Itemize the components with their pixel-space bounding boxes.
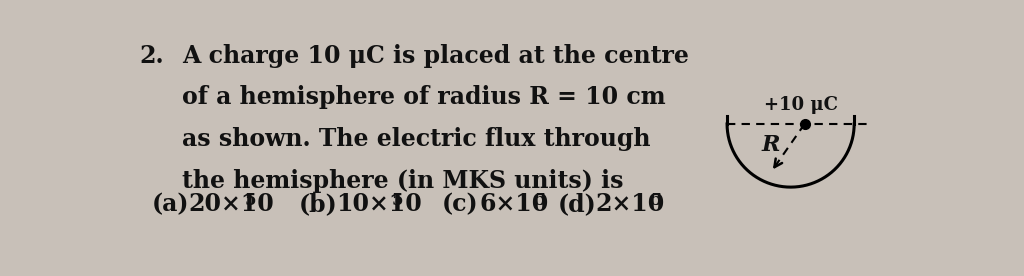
Text: A charge 10 μC is placed at the centre: A charge 10 μC is placed at the centre <box>182 44 689 68</box>
Text: of a hemisphere of radius R = 10 cm: of a hemisphere of radius R = 10 cm <box>182 86 666 110</box>
Text: 5: 5 <box>651 192 663 209</box>
Text: R: R <box>762 134 780 156</box>
Text: (b): (b) <box>299 192 337 216</box>
Text: 5: 5 <box>391 192 403 209</box>
Text: 6×10: 6×10 <box>479 192 548 216</box>
Text: 5: 5 <box>245 192 256 209</box>
Text: (d): (d) <box>558 192 597 216</box>
Text: 2.: 2. <box>139 44 164 68</box>
Text: 10×10: 10×10 <box>336 192 422 216</box>
Text: 2×10: 2×10 <box>595 192 665 216</box>
Text: (c): (c) <box>442 192 478 216</box>
Text: 20×10: 20×10 <box>188 192 274 216</box>
Text: as shown. The electric flux through: as shown. The electric flux through <box>182 127 650 151</box>
Text: (a): (a) <box>152 192 188 216</box>
Text: +10 μC: +10 μC <box>764 96 838 114</box>
Text: the hemisphere (in MKS units) is: the hemisphere (in MKS units) is <box>182 169 624 193</box>
Text: 5: 5 <box>535 192 547 209</box>
